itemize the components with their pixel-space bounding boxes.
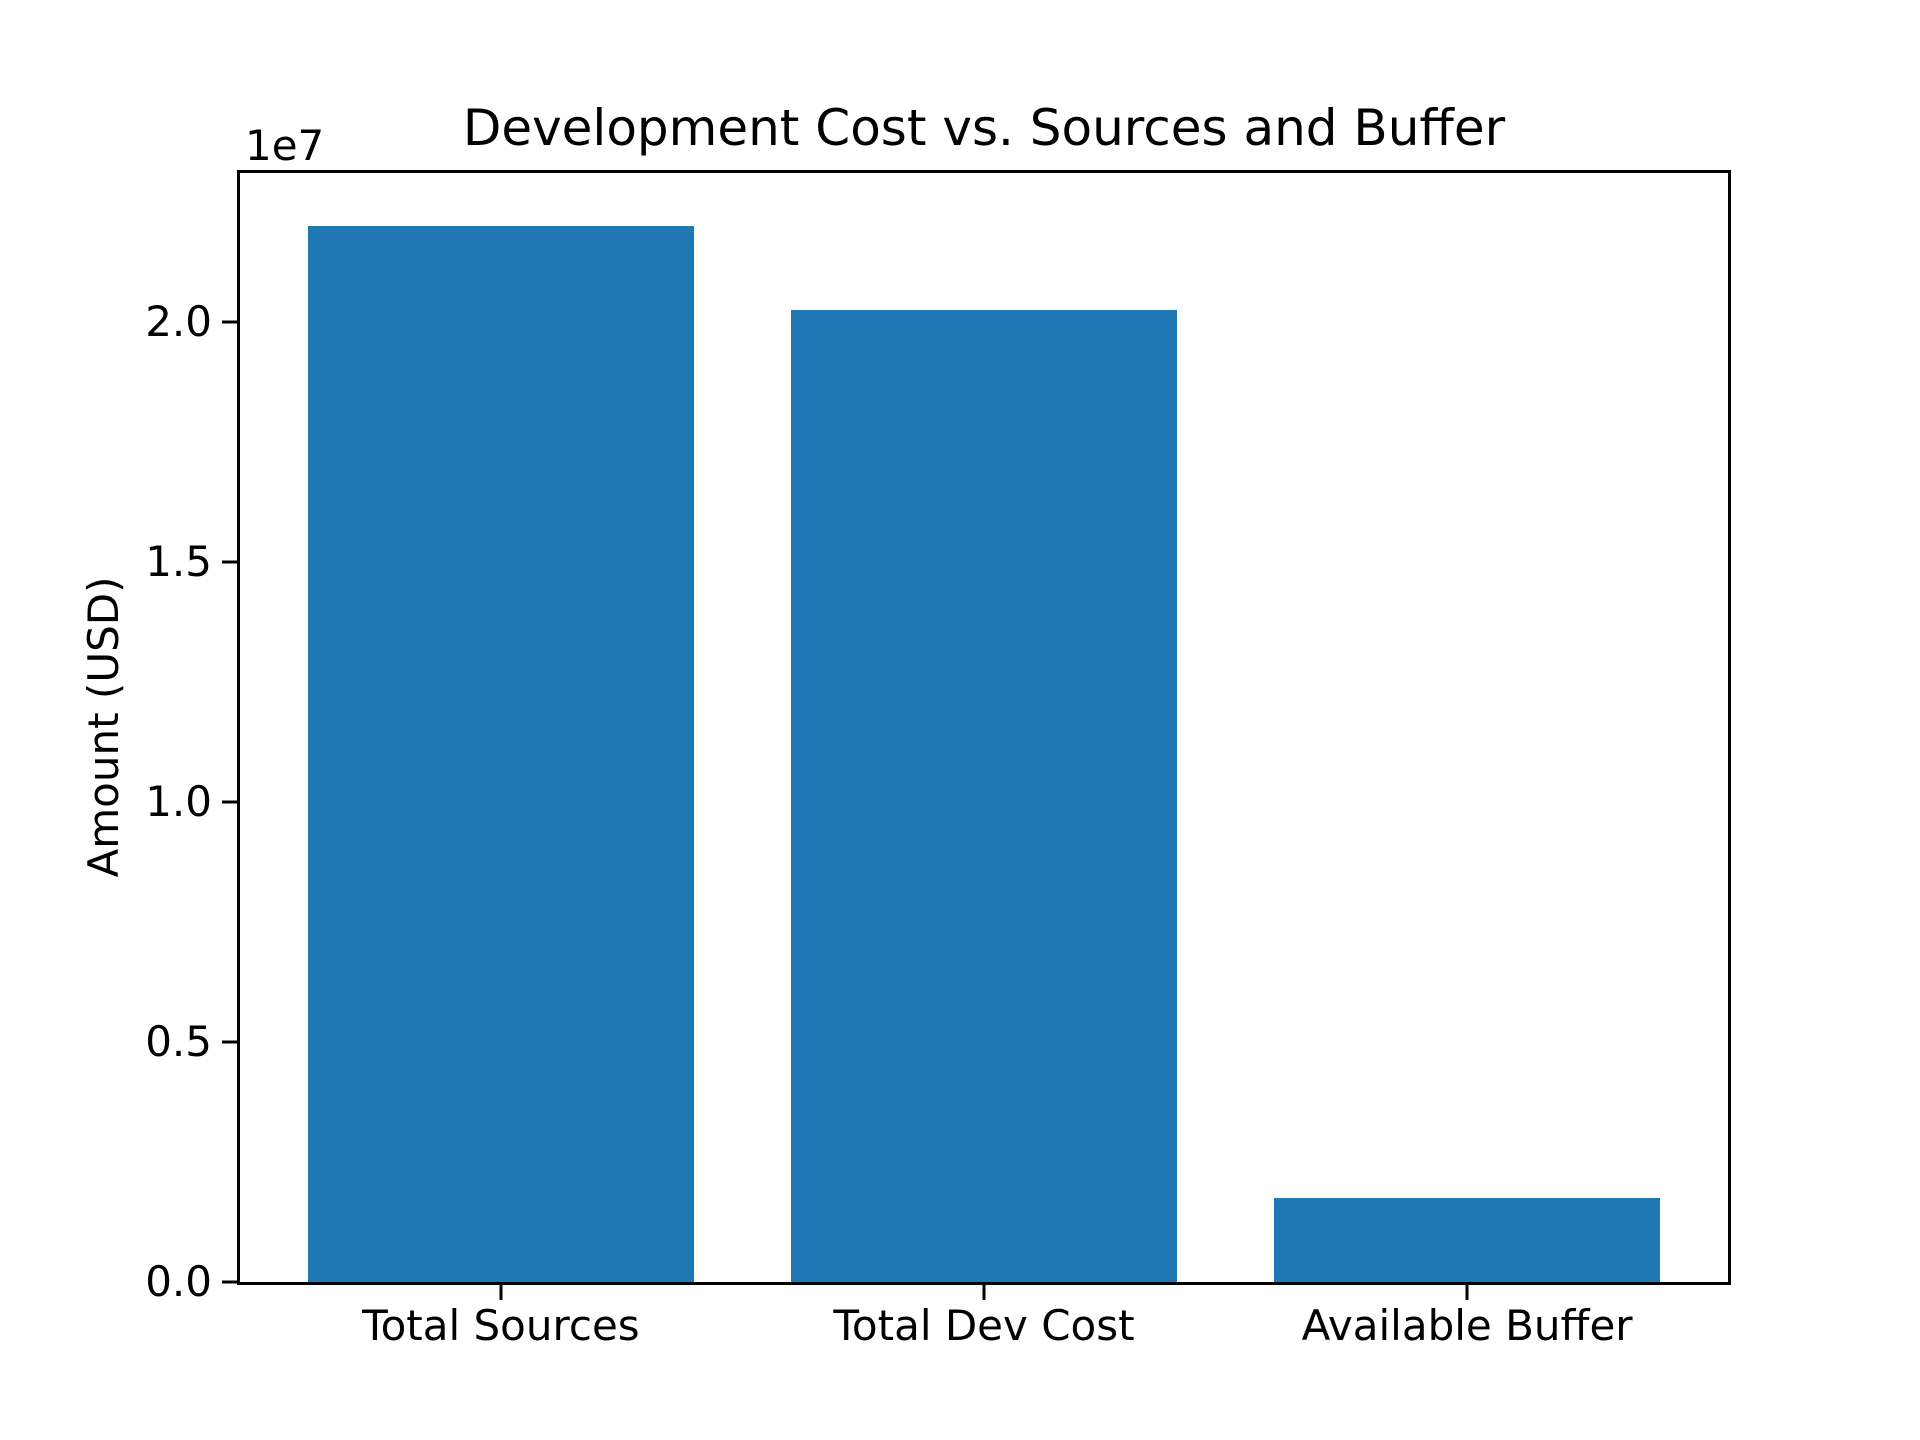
y-tick-label: 1.0 (145, 776, 212, 826)
x-tick-mark (982, 1285, 986, 1300)
y-axis-label: Amount (USD) (79, 576, 128, 878)
y-tick-label: 2.0 (145, 296, 212, 346)
y-tick-mark (222, 800, 237, 804)
x-tick-label-total-dev-cost: Total Dev Cost (833, 1301, 1135, 1350)
y-tick-label: 0.0 (145, 1257, 212, 1306)
y-tick-label: 0.5 (145, 1016, 212, 1066)
x-tick-mark (1465, 1285, 1469, 1300)
y-tick-mark (222, 320, 237, 324)
plot-area: 0.0 0.5 1.0 1.5 2.0 Total Sources Total Dev C… (145, 170, 1731, 1347)
bar-total-sources (307, 225, 695, 1282)
bar-total-dev-cost (790, 309, 1178, 1282)
y-tick-mark (222, 1040, 237, 1044)
y-tick-mark (222, 1280, 237, 1284)
x-tick-label-available-buffer: Available Buffer (1301, 1301, 1633, 1350)
y-tick-label: 1.5 (145, 536, 212, 586)
x-tick-mark (499, 1285, 503, 1300)
x-tick-label-total-sources: Total Sources (362, 1301, 640, 1350)
chart-title: Development Cost vs. Sources and Buffer (462, 99, 1506, 157)
bar-available-buffer (1273, 1198, 1661, 1282)
y-tick-mark (222, 560, 237, 564)
y-axis-offset-label: 1e7 (245, 121, 325, 170)
